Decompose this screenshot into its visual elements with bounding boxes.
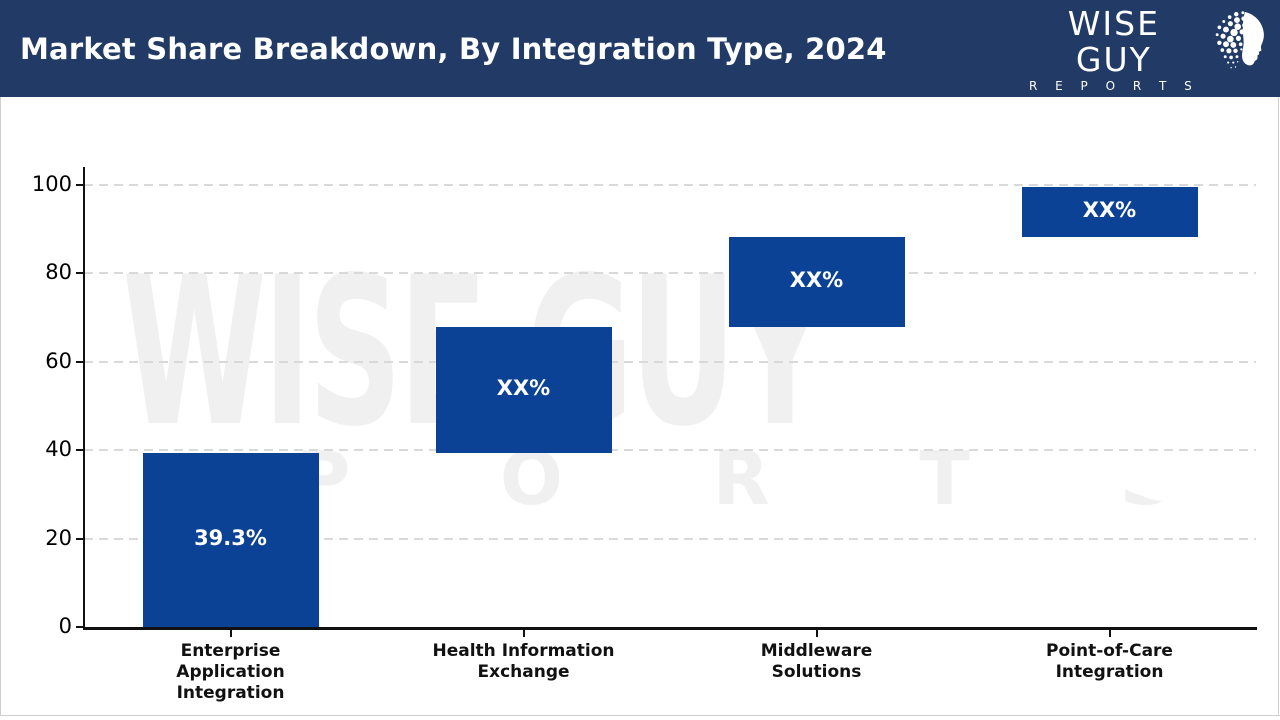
y-tick-label-20: 20 [45, 525, 72, 550]
bar-value-label-3: XX% [789, 268, 844, 293]
logo-wordmark: WISE GUY R E P O R T S [1026, 3, 1202, 93]
x-category-label-3: Middleware Solutions [760, 641, 873, 682]
logo-wordmark-line2: R E P O R T S [1028, 78, 1199, 93]
bar-2 [435, 327, 612, 454]
gridline-40 [84, 449, 1256, 452]
chart-title: Market Share Breakdown, By Integration T… [20, 31, 887, 66]
y-tickmark-60 [76, 360, 84, 363]
x-category-label-1: Enterprise Application Integration [176, 641, 285, 703]
gridline-60 [84, 360, 1256, 363]
y-tick-label-80: 80 [45, 260, 72, 285]
x-tickmark-3 [815, 630, 818, 637]
y-tickmark-100 [76, 184, 84, 186]
bar-4 [1021, 186, 1198, 237]
watermark-head-profile-icon [862, 226, 1276, 612]
x-category-label-4: Point-of-Care Integration [1046, 641, 1173, 682]
gridline-100 [84, 184, 1256, 186]
y-tickmark-20 [76, 537, 84, 540]
y-tick-label-100: 100 [31, 172, 72, 196]
bar-3 [728, 236, 905, 328]
y-axis-line [83, 167, 85, 629]
logo-wordmark-line1: WISE GUY [1067, 3, 1160, 79]
frame-right-border [1278, 97, 1279, 716]
x-tickmark-2 [522, 630, 525, 637]
x-tickmark-4 [1108, 630, 1111, 637]
x-tickmark-1 [229, 630, 232, 637]
bar-value-label-2: XX% [496, 376, 551, 401]
wiseguy-logo: WISE GUY R E P O R T S [1026, 3, 1266, 93]
y-tick-label-60: 60 [45, 348, 72, 373]
watermark-text-line2: P O R T S [296, 436, 1235, 522]
bar-1 [142, 453, 319, 627]
y-tickmark-0 [76, 626, 84, 628]
y-tickmark-80 [76, 272, 84, 275]
y-tick-label-40: 40 [45, 437, 72, 462]
x-category-label-2: Health Information Exchange [432, 641, 615, 682]
bar-value-label-4: XX% [1082, 197, 1137, 222]
x-axis-line [83, 627, 1257, 630]
y-tick-label-0: 0 [58, 614, 72, 638]
frame-left-border [0, 97, 1, 716]
header-bar: Market Share Breakdown, By Integration T… [0, 0, 1280, 97]
gridline-80 [84, 272, 1256, 275]
bar-value-label-1: 39.3% [194, 526, 267, 551]
gridline-20 [84, 537, 1256, 540]
logo-head-profile-icon [1204, 9, 1266, 89]
frame-bottom-border [0, 715, 1280, 716]
y-tickmark-40 [76, 449, 84, 452]
